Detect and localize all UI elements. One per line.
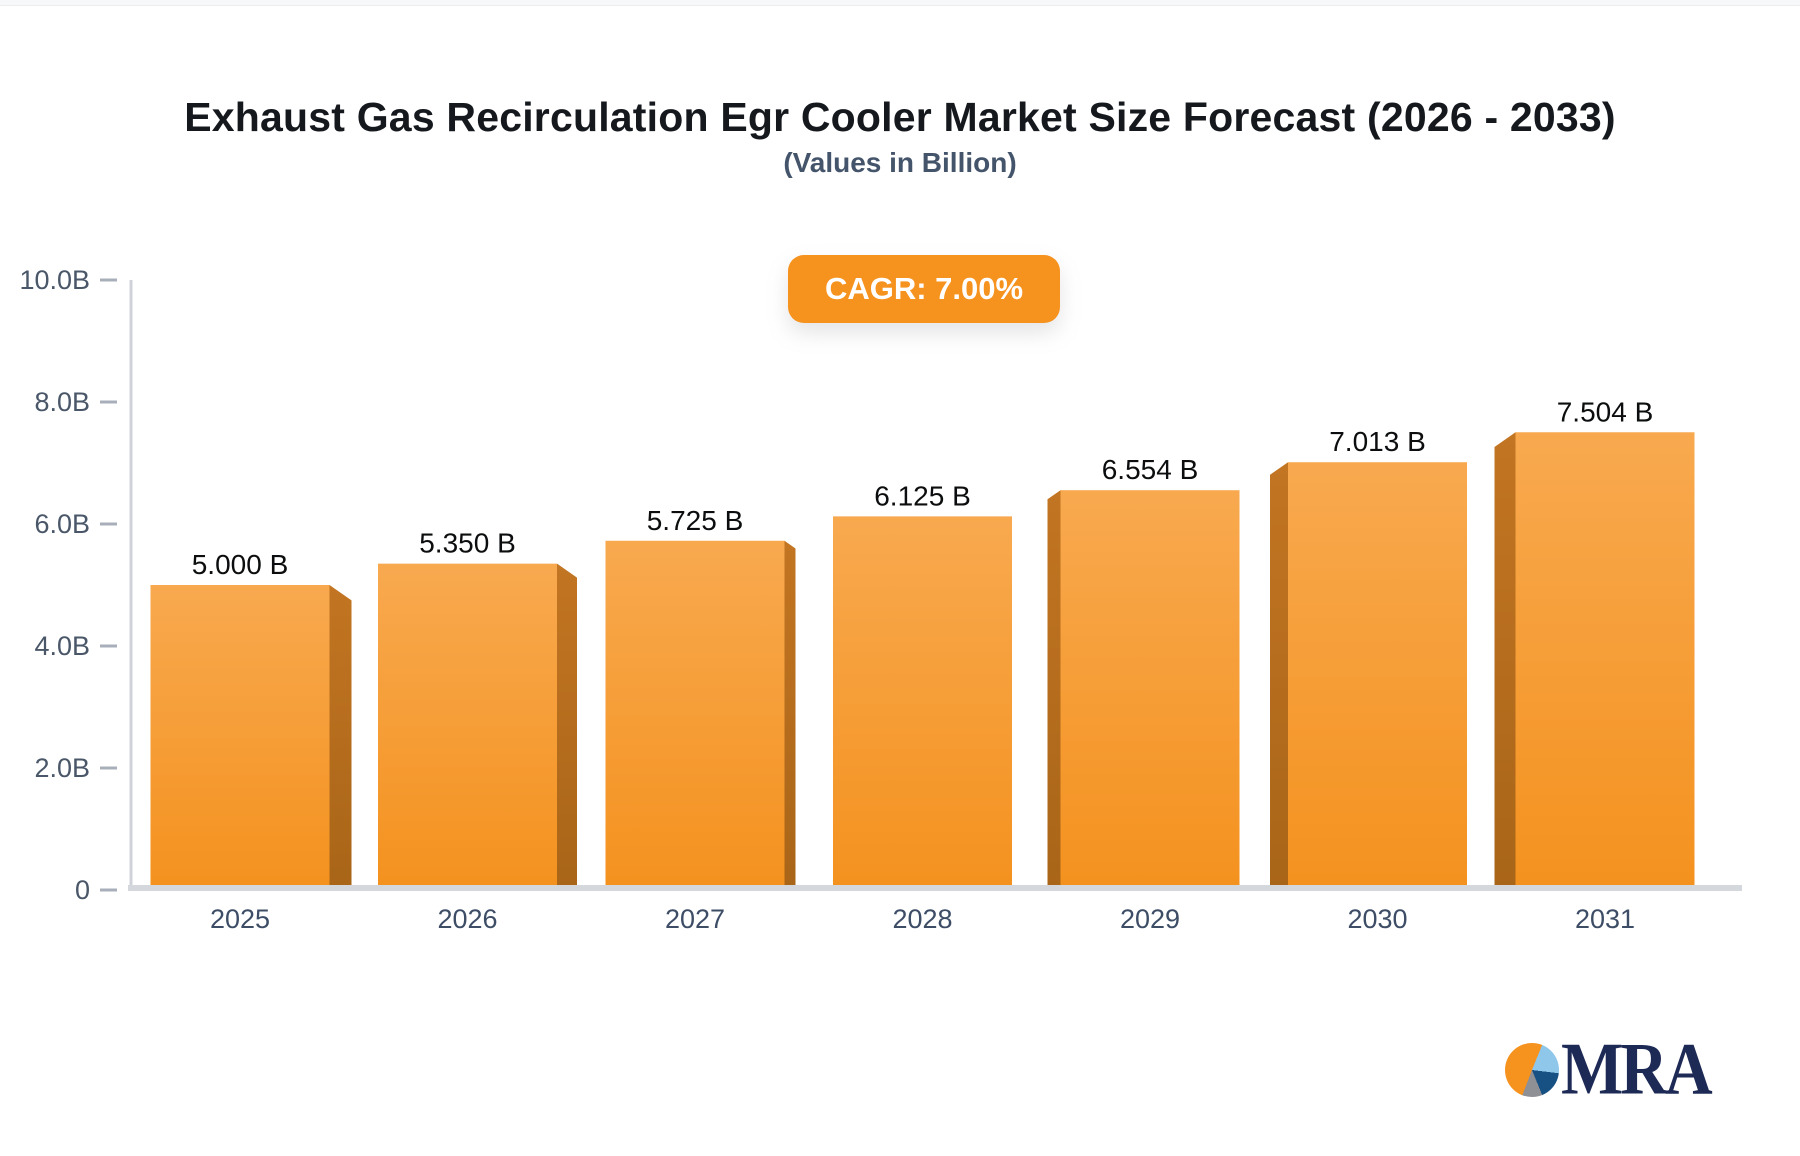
bars: 5.000 B 5.350 B 5.725 B 6.125 B 6.554 B 7.013…	[150, 396, 1695, 886]
y-tick-label: 6.0B	[34, 509, 90, 539]
x-axis: 2025 2026 2027 2028 2029 2030 2031	[128, 885, 1742, 934]
x-tick-label: 2027	[665, 904, 725, 934]
x-tick-label: 2029	[1120, 904, 1180, 934]
bar-2025	[150, 585, 330, 886]
bar-2027	[605, 540, 785, 886]
bar-value-label: 5.350 B	[419, 528, 516, 559]
brand-logo: MRA	[1505, 1028, 1713, 1111]
y-tick-label: 2.0B	[34, 753, 90, 783]
x-tick-label: 2030	[1347, 904, 1407, 934]
y-axis: 0 2.0B 4.0B 6.0B 8.0B 10.0B	[19, 265, 133, 905]
cagr-badge-label: CAGR: 7.00%	[824, 271, 1024, 306]
x-tick-label: 2026	[437, 904, 497, 934]
bar-side-2026	[557, 563, 577, 886]
y-tick-label: 8.0B	[34, 387, 90, 417]
bar-value-label: 6.554 B	[1102, 454, 1199, 485]
brand-name: MRA	[1561, 1028, 1713, 1111]
x-tick-label: 2031	[1575, 904, 1635, 934]
x-tick-label: 2028	[892, 904, 952, 934]
y-tick-label: 0	[75, 875, 90, 905]
bar-value-label: 7.013 B	[1329, 426, 1426, 457]
chart-title: Exhaust Gas Recirculation Egr Cooler Mar…	[184, 94, 1616, 140]
top-strip	[0, 0, 1800, 6]
bar-value-label: 5.000 B	[192, 549, 289, 580]
x-tick-label: 2025	[210, 904, 270, 934]
bar-2026	[378, 563, 557, 886]
bar-side-2025	[329, 585, 352, 886]
chart-subtitle: (Values in Billion)	[783, 147, 1017, 178]
bar-value-label: 5.725 B	[647, 505, 744, 536]
bar-2029	[1060, 490, 1240, 886]
cagr-badge: CAGR: 7.00%	[788, 255, 1060, 323]
y-tick-label: 10.0B	[19, 265, 90, 295]
bar-2028	[833, 516, 1012, 886]
bar-2030	[1288, 462, 1467, 886]
bar-2031	[1515, 432, 1695, 886]
bar-side-2030	[1270, 462, 1288, 886]
bar-value-label: 7.504 B	[1557, 396, 1654, 427]
bar-value-label: 6.125 B	[874, 480, 971, 511]
pie-chart-icon	[1505, 1043, 1559, 1097]
bar-side-2029	[1047, 490, 1061, 886]
y-tick-label: 4.0B	[34, 631, 90, 661]
bar-side-2027	[784, 540, 796, 886]
bar-side-2031	[1494, 432, 1516, 886]
